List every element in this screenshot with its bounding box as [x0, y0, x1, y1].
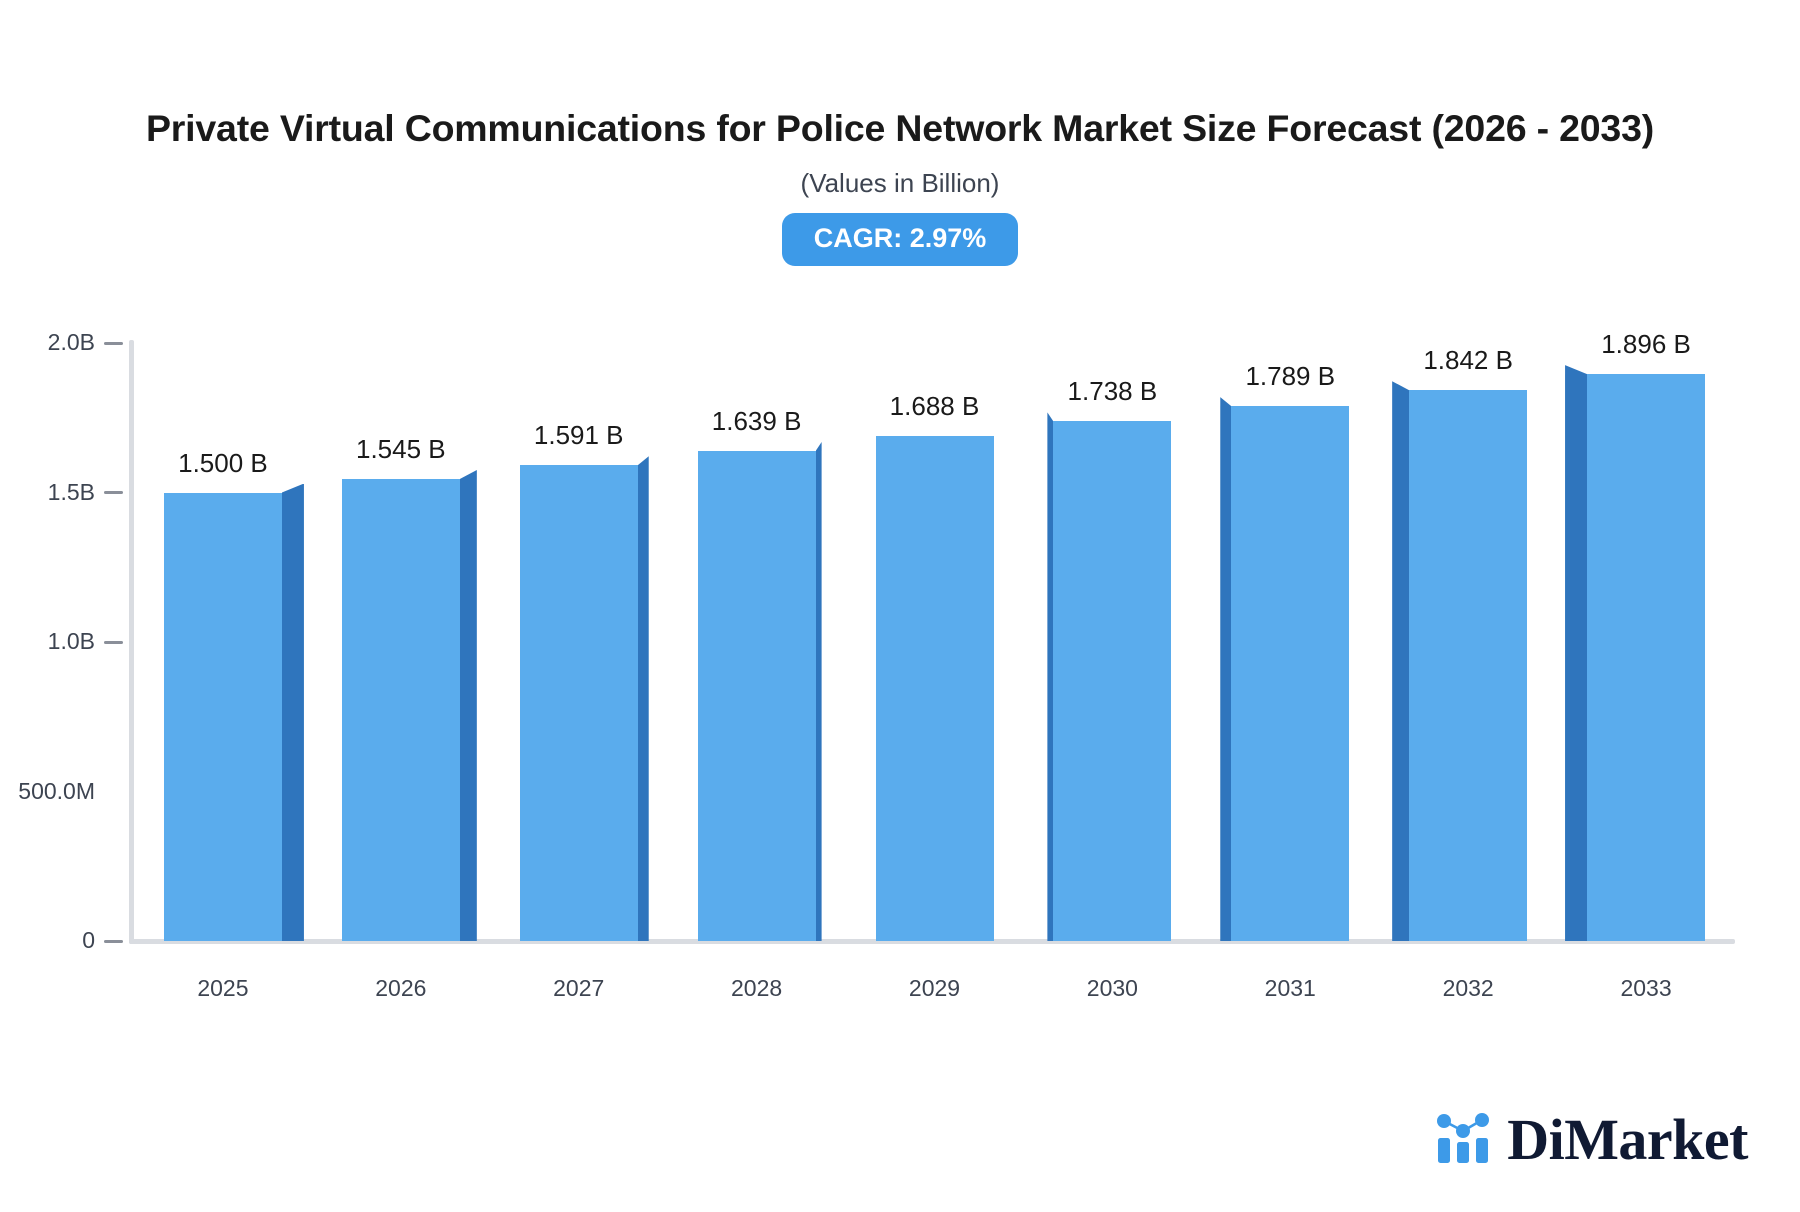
bar-front-face — [1587, 374, 1706, 941]
brand-name: DiMarket — [1507, 1106, 1748, 1172]
bar-front-face — [1053, 421, 1172, 941]
x-tick-label-2027: 2027 — [553, 975, 605, 1001]
chart-header: Private Virtual Communications for Polic… — [0, 0, 1800, 267]
y-tick-mark — [104, 640, 123, 644]
bar-front-face — [519, 465, 638, 941]
x-tick-label-2031: 2031 — [1264, 975, 1316, 1001]
y-tick-label: 2.0B — [47, 329, 95, 355]
bar-side-face — [1047, 412, 1054, 941]
bar-side-face — [1565, 365, 1588, 941]
x-tick-label-2032: 2032 — [1442, 975, 1494, 1001]
y-tick-label: 1.5B — [47, 478, 95, 505]
bar-side-face — [815, 441, 822, 941]
bar-front-face — [875, 436, 994, 941]
bar-front-face — [1409, 390, 1528, 941]
bar-side-face — [637, 456, 649, 941]
bar-value-label: 1.738 B — [1067, 376, 1158, 407]
x-tick-label-2029: 2029 — [908, 975, 961, 1001]
y-tick-label: 1.0B — [47, 628, 95, 654]
y-tick-label: 500.0M — [18, 777, 95, 804]
bar-value-label: 1.545 B — [356, 434, 446, 465]
y-tick-mark — [104, 491, 123, 494]
x-axis-line — [129, 939, 1735, 944]
bar-value-label: 1.688 B — [889, 391, 980, 422]
bar-front-face — [1231, 406, 1350, 941]
bar-side-face — [281, 483, 304, 941]
page-title: Private Virtual Communications for Polic… — [145, 107, 1655, 149]
bar-side-face — [459, 470, 477, 941]
x-tick-label-2033: 2033 — [1620, 975, 1672, 1001]
x-tick-label-2030: 2030 — [1086, 975, 1138, 1001]
x-tick-label-2026: 2026 — [375, 975, 427, 1001]
x-tick-label-2028: 2028 — [731, 975, 783, 1001]
bar-front-face — [341, 479, 460, 941]
cagr-badge: CAGR: 2.97% — [781, 212, 1019, 267]
y-axis-line — [129, 340, 134, 944]
bar-value-label: 1.591 B — [533, 420, 624, 451]
bar-chart-dots-icon — [1433, 1109, 1493, 1170]
y-tick-mark — [104, 939, 123, 943]
bar-front-face — [697, 450, 816, 941]
y-tick-label: 0 — [82, 927, 95, 953]
y-tick-mark — [104, 341, 123, 345]
brand-logo: DiMarket — [1433, 1109, 1748, 1170]
bar-value-label: 1.842 B — [1423, 345, 1513, 376]
x-tick-label-2025: 2025 — [197, 975, 249, 1001]
bar-value-label: 1.789 B — [1245, 361, 1336, 392]
bar-front-face — [163, 492, 282, 941]
bar-value-label: 1.500 B — [178, 447, 268, 478]
bar-side-face — [1392, 381, 1410, 941]
bar-side-face — [1220, 397, 1232, 941]
bar-value-label: 1.896 B — [1601, 329, 1691, 360]
bar-value-label: 1.639 B — [711, 405, 802, 436]
chart-subtitle: (Values in Billion) — [800, 167, 1000, 198]
